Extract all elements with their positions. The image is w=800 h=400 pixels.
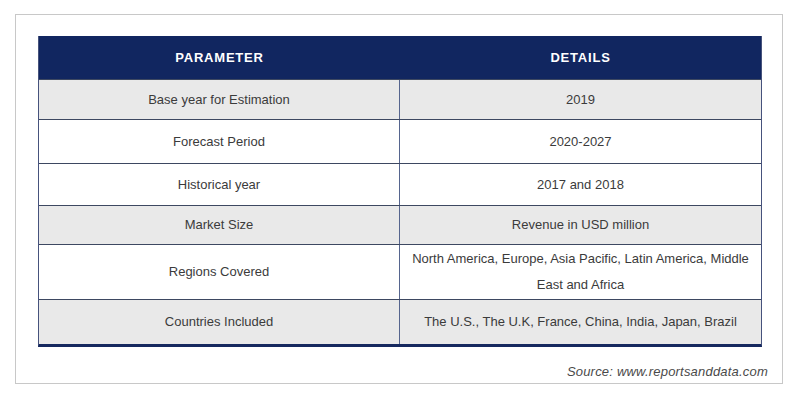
content-frame: PARAMETER DETAILS Base year for Estimati… [15, 14, 783, 384]
table-row-market-size: Market Size Revenue in USD million [39, 205, 761, 244]
table-row-forecast-period: Forecast Period 2020-2027 [39, 119, 761, 163]
cell-details: 2019 [400, 80, 761, 119]
page: PARAMETER DETAILS Base year for Estimati… [0, 0, 800, 400]
table-header-row: PARAMETER DETAILS [39, 36, 761, 79]
cell-parameter: Forecast Period [39, 120, 400, 163]
report-scope-table: PARAMETER DETAILS Base year for Estimati… [38, 36, 762, 347]
table-row-historical-year: Historical year 2017 and 2018 [39, 163, 761, 205]
cell-details: The U.S., The U.K, France, China, India,… [400, 300, 761, 344]
table-row-regions-covered: Regions Covered North America, Europe, A… [39, 244, 761, 299]
cell-details: North America, Europe, Asia Pacific, Lat… [400, 245, 761, 299]
cell-details: 2020-2027 [400, 120, 761, 163]
cell-parameter: Regions Covered [39, 245, 400, 299]
cell-parameter: Market Size [39, 206, 400, 244]
cell-parameter: Historical year [39, 164, 400, 205]
table-row-countries-included: Countries Included The U.S., The U.K, Fr… [39, 299, 761, 344]
source-credit: Source: www.reportsanddata.com [567, 364, 768, 379]
header-parameter: PARAMETER [39, 36, 400, 79]
cell-details: Revenue in USD million [400, 206, 761, 244]
cell-details: 2017 and 2018 [400, 164, 761, 205]
cell-parameter: Countries Included [39, 300, 400, 344]
table-row-base-year: Base year for Estimation 2019 [39, 79, 761, 119]
header-details: DETAILS [400, 36, 761, 79]
cell-parameter: Base year for Estimation [39, 80, 400, 119]
